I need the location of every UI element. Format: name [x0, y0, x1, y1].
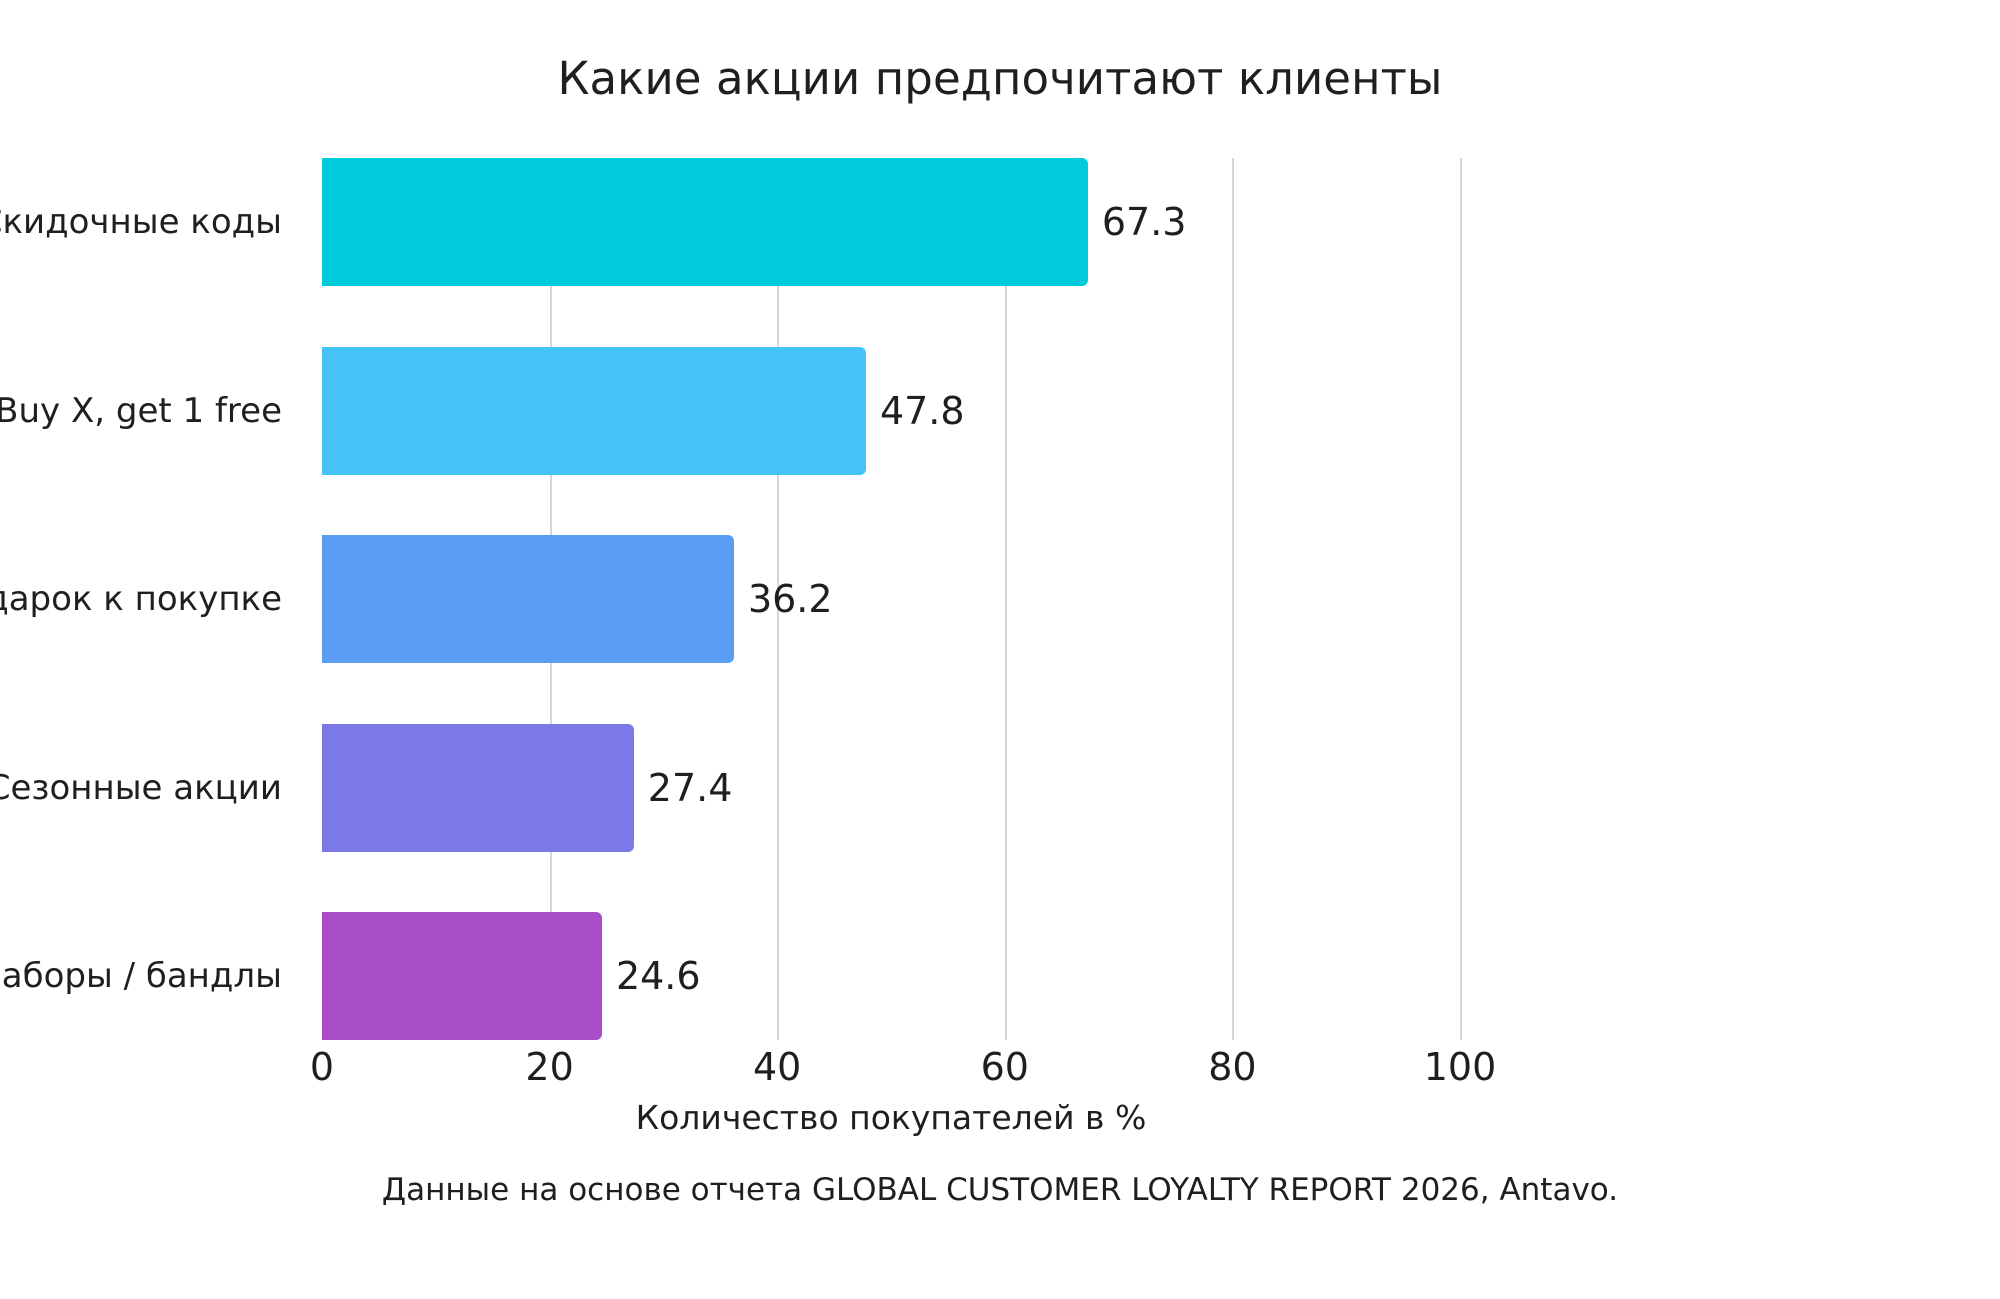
- bar[interactable]: [322, 346, 866, 475]
- bar-row: 47.8: [322, 346, 1460, 475]
- y-axis-tick-label: Наборы / бандлы: [0, 956, 282, 996]
- gridline: [1232, 158, 1235, 1040]
- bar-row: 36.2: [322, 535, 1460, 663]
- x-axis-title: Количество покупателей в %: [635, 1098, 1147, 1137]
- y-axis-labels: Скидочные коды Buy X, get 1 free Подарок…: [0, 158, 300, 1040]
- page-title: Какие акции предпочитают клиенты: [557, 52, 1443, 105]
- x-axis-tick-label: 40: [753, 1045, 802, 1089]
- y-axis-tick-label: Подарок к покупке: [0, 579, 282, 619]
- bar-row: 24.6: [322, 912, 1460, 1040]
- gridline: [1460, 158, 1462, 1040]
- bar[interactable]: [322, 723, 634, 852]
- bar[interactable]: [322, 535, 734, 663]
- gridline: [777, 158, 780, 1040]
- x-axis-ticks: 0 20 40 60 80 100: [310, 1045, 1496, 1096]
- bar-value-label: 36.2: [747, 577, 833, 621]
- bar-value-label: 27.4: [647, 765, 733, 810]
- x-axis-tick-label: 100: [1423, 1045, 1497, 1089]
- y-axis-tick-label: Скидочные коды: [0, 202, 282, 242]
- bar[interactable]: [322, 158, 1088, 286]
- x-axis-tick-label: 0: [309, 1045, 335, 1089]
- y-axis-tick-label: Buy X, get 1 free: [0, 390, 282, 431]
- bar[interactable]: [322, 912, 602, 1040]
- x-axis-tick-label: 80: [1208, 1045, 1257, 1089]
- bar-series: 67.3 47.8 36.2 27.4 24.6: [322, 158, 1460, 1040]
- bar-value-label: 24.6: [615, 954, 701, 998]
- gridline: [1004, 158, 1007, 1040]
- x-axis-tick-label: 60: [980, 1045, 1029, 1089]
- y-axis-tick-label: Сезонные акции: [0, 767, 282, 808]
- plot-area: 67.3 47.8 36.2 27.4 24.6: [322, 158, 1462, 1040]
- bar-value-label: 47.8: [879, 388, 965, 433]
- source-note: Данные на основе отчета GLOBAL CUSTOMER …: [381, 1172, 1619, 1208]
- x-axis-tick-label: 20: [525, 1045, 574, 1089]
- bar-value-label: 67.3: [1101, 200, 1187, 244]
- bar-row: 27.4: [322, 723, 1460, 852]
- bar-row: 67.3: [322, 158, 1460, 286]
